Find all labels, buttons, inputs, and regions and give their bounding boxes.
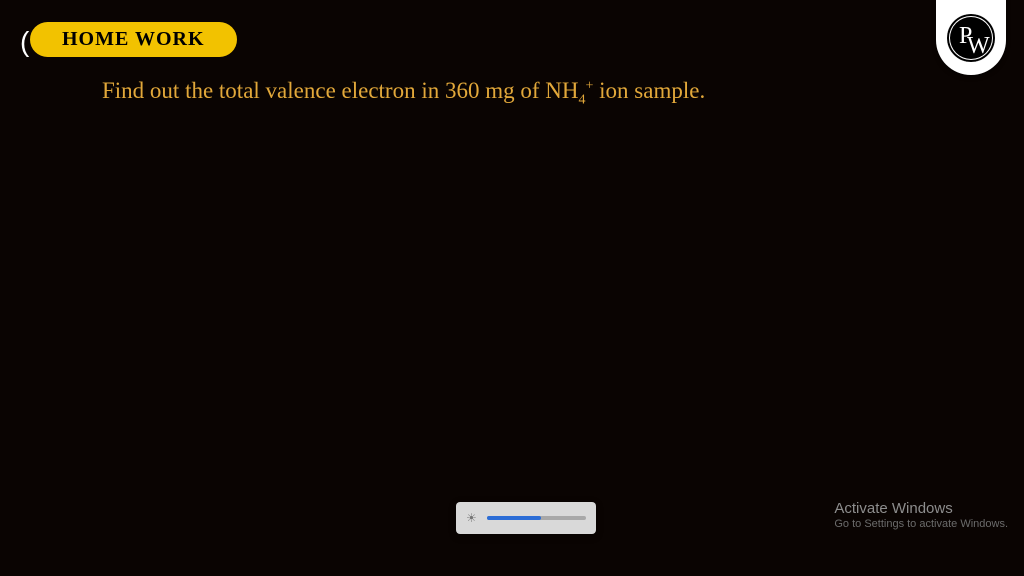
question-pre: Find out the total valence electron in 3… [102, 78, 579, 103]
badge-paren-deco: ( [20, 26, 29, 58]
brand-logo-container: P W [936, 0, 1006, 75]
brightness-osd: ☀ [456, 502, 596, 534]
question-subscript: 4 [579, 93, 586, 108]
watermark-title: Activate Windows [834, 500, 1008, 517]
brand-logo-circle: P W [945, 12, 997, 64]
homework-badge: HOME WORK [30, 22, 237, 57]
watermark-subtitle: Go to Settings to activate Windows. [834, 518, 1008, 530]
brand-logo-w: W [967, 34, 990, 58]
homework-badge-label: HOME WORK [62, 28, 205, 50]
question-text: Find out the total valence electron in 3… [102, 78, 705, 109]
brightness-slider-track[interactable] [487, 516, 586, 520]
question-post: ion sample. [593, 78, 705, 103]
windows-activation-watermark: Activate Windows Go to Settings to activ… [834, 500, 1008, 530]
brightness-icon: ☀ [466, 511, 477, 526]
brightness-slider-fill [487, 516, 542, 520]
